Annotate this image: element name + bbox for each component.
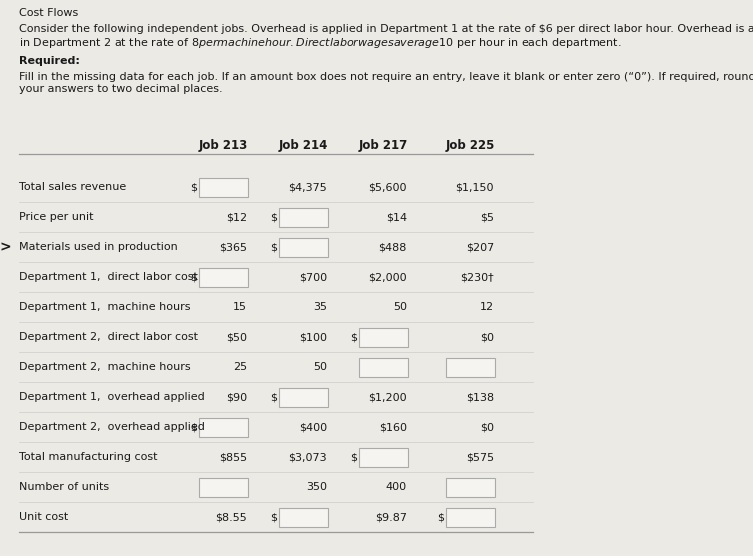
Bar: [359, 358, 408, 376]
Text: Department 2,  machine hours: Department 2, machine hours: [19, 362, 191, 372]
Text: $488: $488: [379, 242, 407, 252]
Bar: [279, 237, 328, 256]
Text: $138: $138: [466, 392, 494, 402]
Text: $14: $14: [386, 212, 407, 222]
Text: $: $: [270, 212, 277, 222]
Bar: [279, 508, 328, 527]
Text: >: >: [0, 240, 11, 254]
Bar: [446, 358, 495, 376]
Text: Department 1,  overhead applied: Department 1, overhead applied: [19, 392, 205, 402]
Text: $50: $50: [226, 332, 247, 342]
Text: $: $: [270, 392, 277, 402]
Text: Required:: Required:: [19, 56, 80, 66]
Text: $8.55: $8.55: [215, 512, 247, 522]
Text: $90: $90: [226, 392, 247, 402]
Text: $5,600: $5,600: [368, 182, 407, 192]
Text: Department 1,  direct labor cost: Department 1, direct labor cost: [19, 272, 197, 282]
Text: 350: 350: [306, 482, 327, 492]
Text: Job 225: Job 225: [446, 139, 495, 152]
Text: Price per unit: Price per unit: [19, 212, 93, 222]
Text: in Department 2 at the rate of $8 per machine hour. Direct labor wages average $: in Department 2 at the rate of $8 per ma…: [19, 36, 621, 50]
Text: Fill in the missing data for each job. If an amount box does not require an entr: Fill in the missing data for each job. I…: [19, 72, 753, 82]
Text: $2,000: $2,000: [368, 272, 407, 282]
Text: Total manufacturing cost: Total manufacturing cost: [19, 452, 157, 462]
Text: Unit cost: Unit cost: [19, 512, 68, 522]
Text: $: $: [270, 512, 277, 522]
Text: 15: 15: [233, 302, 247, 312]
Text: $12: $12: [226, 212, 247, 222]
Text: Department 2,  overhead applied: Department 2, overhead applied: [19, 422, 205, 432]
Text: $: $: [191, 182, 197, 192]
Text: $207: $207: [466, 242, 494, 252]
Text: $700: $700: [299, 272, 327, 282]
Bar: [199, 418, 248, 436]
Text: Total sales revenue: Total sales revenue: [19, 182, 126, 192]
Text: Job 213: Job 213: [199, 139, 248, 152]
Text: $4,375: $4,375: [288, 182, 327, 192]
Text: $: $: [350, 332, 358, 342]
Text: $5: $5: [480, 212, 494, 222]
Text: $: $: [270, 242, 277, 252]
Bar: [199, 267, 248, 286]
Text: $575: $575: [466, 452, 494, 462]
Text: Job 214: Job 214: [279, 139, 328, 152]
Text: Cost Flows: Cost Flows: [19, 8, 78, 18]
Text: $9.87: $9.87: [375, 512, 407, 522]
Bar: [359, 327, 408, 346]
Text: 35: 35: [312, 302, 327, 312]
Text: $1,150: $1,150: [456, 182, 494, 192]
Text: Materials used in production: Materials used in production: [19, 242, 178, 252]
Text: 50: 50: [393, 302, 407, 312]
Text: Department 1,  machine hours: Department 1, machine hours: [19, 302, 191, 312]
Text: $160: $160: [379, 422, 407, 432]
Text: $0: $0: [480, 332, 494, 342]
Text: Consider the following independent jobs. Overhead is applied in Department 1 at : Consider the following independent jobs.…: [19, 24, 753, 34]
Text: $1,200: $1,200: [368, 392, 407, 402]
Text: $: $: [350, 452, 358, 462]
Text: $: $: [191, 422, 197, 432]
Text: $: $: [191, 272, 197, 282]
Bar: [446, 478, 495, 497]
Text: $: $: [437, 512, 444, 522]
Text: 25: 25: [233, 362, 247, 372]
Bar: [279, 207, 328, 226]
Bar: [199, 177, 248, 196]
Text: 12: 12: [480, 302, 494, 312]
Text: Job 217: Job 217: [359, 139, 408, 152]
Bar: [446, 508, 495, 527]
Bar: [199, 478, 248, 497]
Text: Number of units: Number of units: [19, 482, 109, 492]
Text: 50: 50: [312, 362, 327, 372]
Bar: [279, 388, 328, 406]
Text: $365: $365: [219, 242, 247, 252]
Text: $100: $100: [299, 332, 327, 342]
Text: Department 2,  direct labor cost: Department 2, direct labor cost: [19, 332, 198, 342]
Text: your answers to two decimal places.: your answers to two decimal places.: [19, 84, 222, 94]
Text: $230†: $230†: [460, 272, 494, 282]
Text: 400: 400: [386, 482, 407, 492]
Bar: [359, 448, 408, 466]
Text: $855: $855: [219, 452, 247, 462]
Text: $400: $400: [299, 422, 327, 432]
Text: $3,073: $3,073: [288, 452, 327, 462]
Text: $0: $0: [480, 422, 494, 432]
